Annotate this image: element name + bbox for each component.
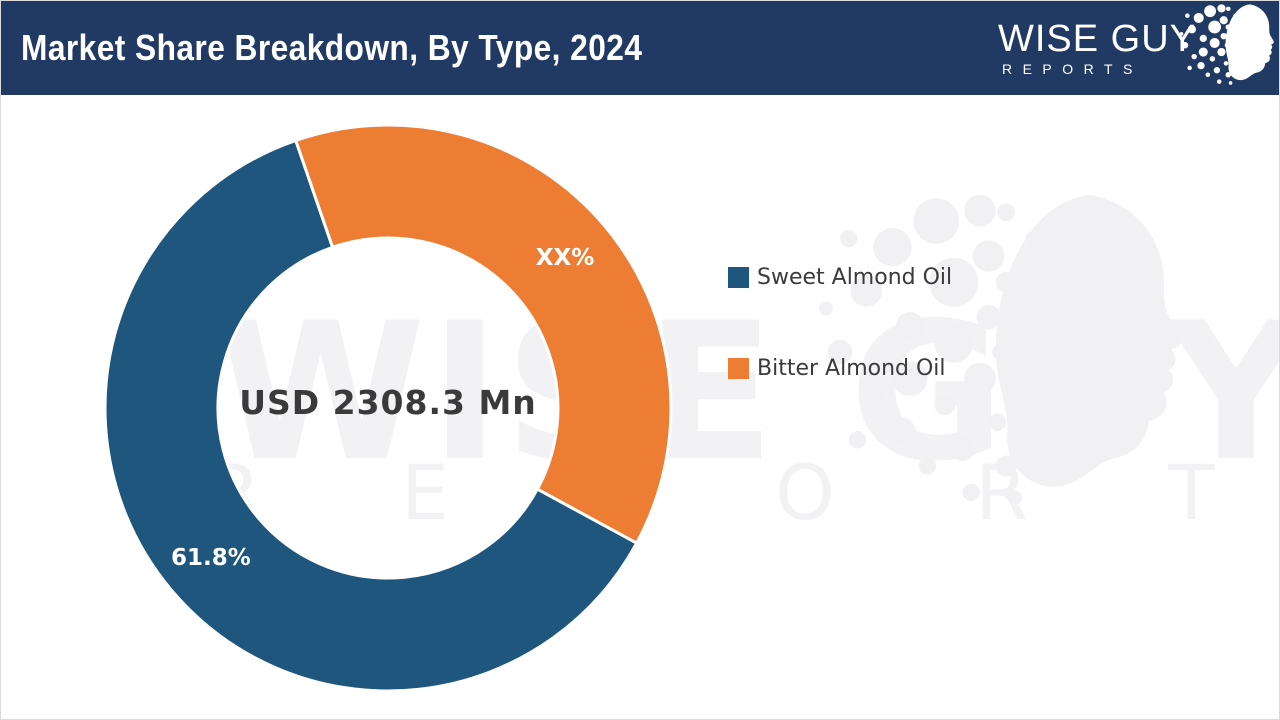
legend-swatch-sweet	[728, 267, 749, 288]
donut-segment	[294, 123, 673, 545]
brand-subname: REPORTS	[1001, 60, 1143, 77]
header-bar: Market Share Breakdown, By Type, 2024 WI…	[0, 0, 1280, 95]
legend-swatch-bitter	[728, 358, 749, 379]
brand-logo-text: WISE GUY REPORTS	[998, 20, 1196, 76]
legend-item-sweet-almond-oil: Sweet Almond Oil	[728, 265, 952, 290]
donut-center-value: USD 2308.3 Mn	[239, 383, 537, 422]
legend-label-bitter: Bitter Almond Oil	[757, 356, 946, 381]
brand-logo: WISE GUY REPORTS	[998, 0, 1276, 95]
donut-chart	[103, 123, 673, 693]
page-title: Market Share Breakdown, By Type, 2024	[21, 26, 643, 68]
slice-percentage-label: 61.8%	[171, 544, 251, 571]
donut-segment	[103, 138, 639, 693]
chart-legend: Sweet Almond Oil Bitter Almond Oil	[728, 265, 952, 447]
brand-name: WISE GUY	[997, 17, 1196, 60]
brand-face-icon	[1176, 2, 1276, 93]
slice-percentage-label: XX%	[535, 245, 595, 272]
donut-chart-area: USD 2308.3 Mn 61.8% XX%	[101, 121, 675, 695]
legend-label-sweet: Sweet Almond Oil	[757, 265, 953, 290]
legend-item-bitter-almond-oil: Bitter Almond Oil	[728, 356, 952, 381]
